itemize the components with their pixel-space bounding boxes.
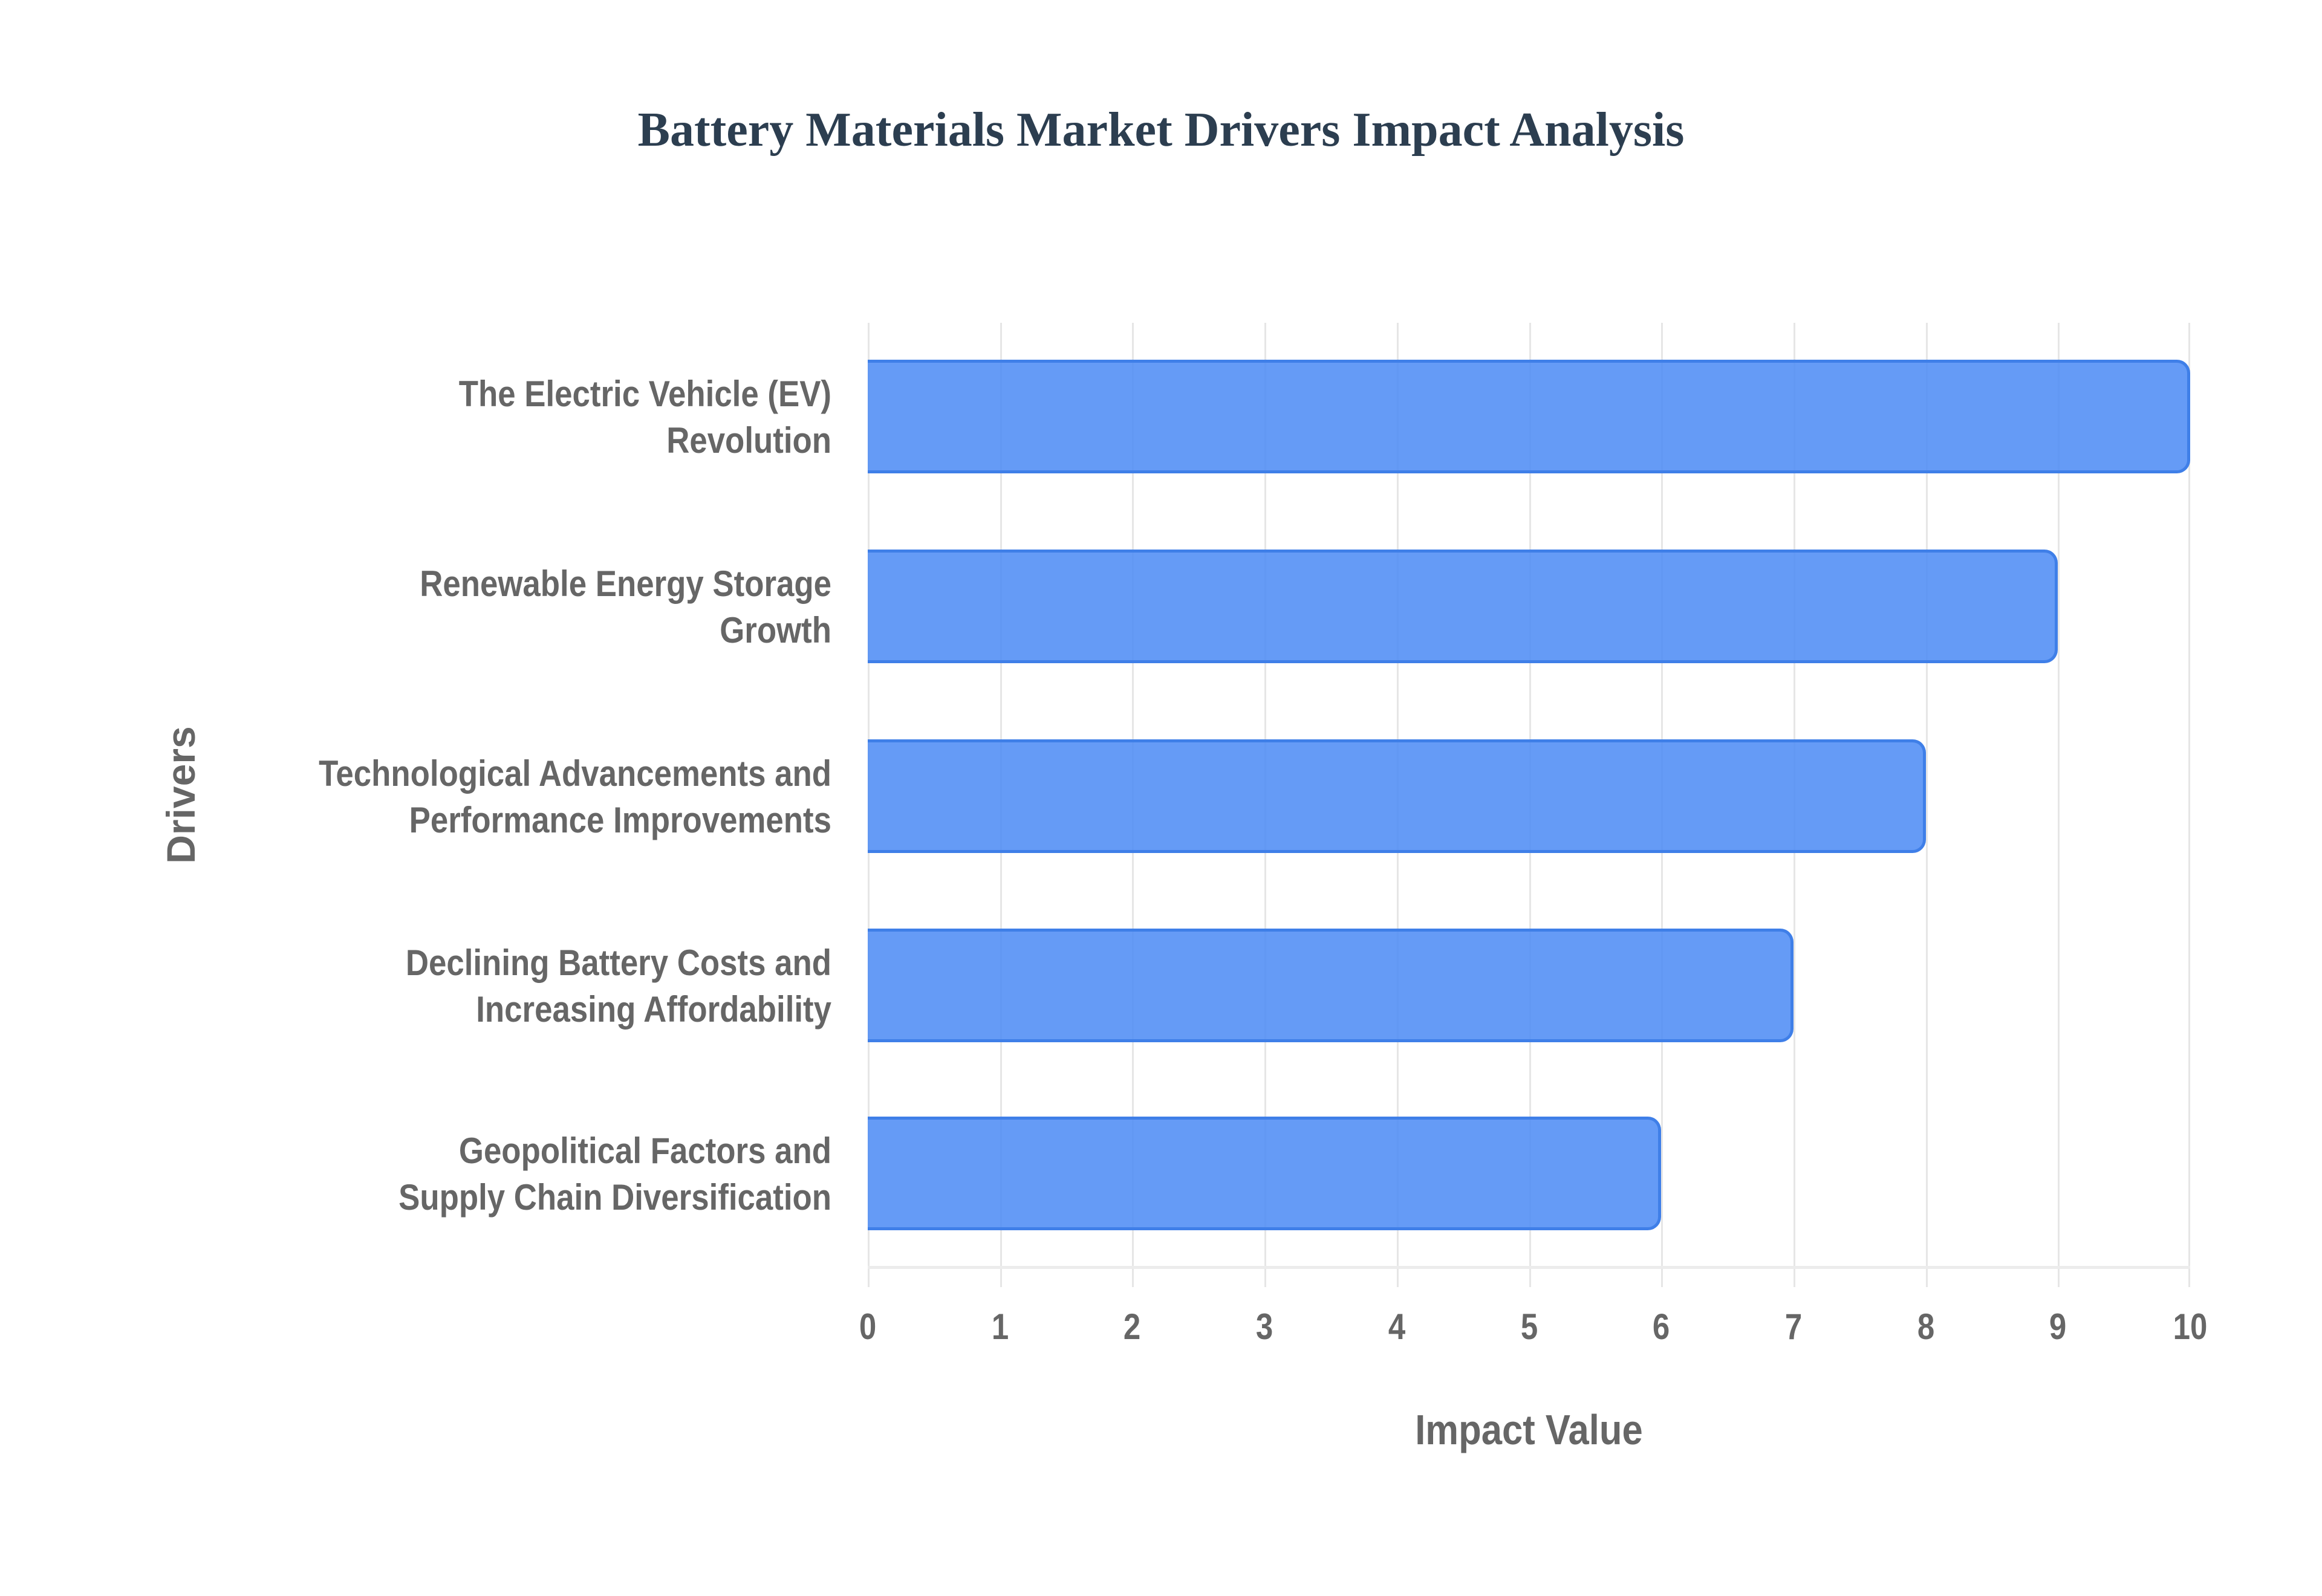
category-label: The Electric Vehicle (EV) Revolution: [193, 371, 831, 464]
x-tick-label: 5: [1520, 1306, 1538, 1347]
gridline: [1925, 323, 1928, 1287]
bar-geopolitical[interactable]: [868, 1117, 1661, 1230]
x-tick-label: 8: [1917, 1306, 1934, 1347]
bar-tech-advancements[interactable]: [868, 739, 1926, 853]
category-label: Geopolitical Factors and Supply Chain Di…: [193, 1127, 831, 1221]
x-tick-label: 10: [2173, 1306, 2208, 1347]
label-line: Increasing Affordability: [476, 989, 831, 1030]
label-line: Growth: [720, 610, 831, 650]
x-tick-label: 9: [2049, 1306, 2067, 1347]
category-label: Renewable Energy Storage Growth: [193, 560, 831, 654]
chart-title: Battery Materials Market Drivers Impact …: [637, 103, 1685, 157]
x-tick-label: 6: [1653, 1306, 1670, 1347]
label-line: Technological Advancements and: [319, 753, 831, 794]
label-line: Renewable Energy Storage: [420, 563, 831, 604]
label-line: Geopolitical Factors and: [458, 1130, 831, 1171]
bar-declining-costs[interactable]: [868, 929, 1794, 1042]
label-line: Declining Battery Costs and: [405, 942, 831, 983]
x-tick-label: 2: [1124, 1306, 1141, 1347]
label-line: Revolution: [666, 420, 831, 461]
x-axis-title: Impact Value: [1415, 1406, 1643, 1453]
label-line: Performance Improvements: [409, 800, 831, 840]
plot-area: [868, 323, 2190, 1287]
x-tick-label: 7: [1784, 1306, 1803, 1347]
gridline: [2058, 323, 2060, 1287]
bar-ev-revolution[interactable]: [868, 360, 2190, 473]
label-line: The Electric Vehicle (EV): [458, 374, 831, 414]
x-axis-line: [868, 1266, 2190, 1269]
bar-renewable-storage[interactable]: [868, 550, 2058, 663]
x-tick-label: 3: [1255, 1306, 1273, 1347]
label-line: Supply Chain Diversification: [398, 1177, 831, 1218]
x-tick-label: 0: [859, 1306, 877, 1347]
x-tick-label: 4: [1388, 1306, 1405, 1347]
category-label: Declining Battery Costs and Increasing A…: [193, 939, 831, 1033]
gridline: [2188, 323, 2190, 1287]
x-tick-label: 1: [991, 1306, 1009, 1347]
category-label: Technological Advancements and Performan…: [193, 750, 831, 843]
